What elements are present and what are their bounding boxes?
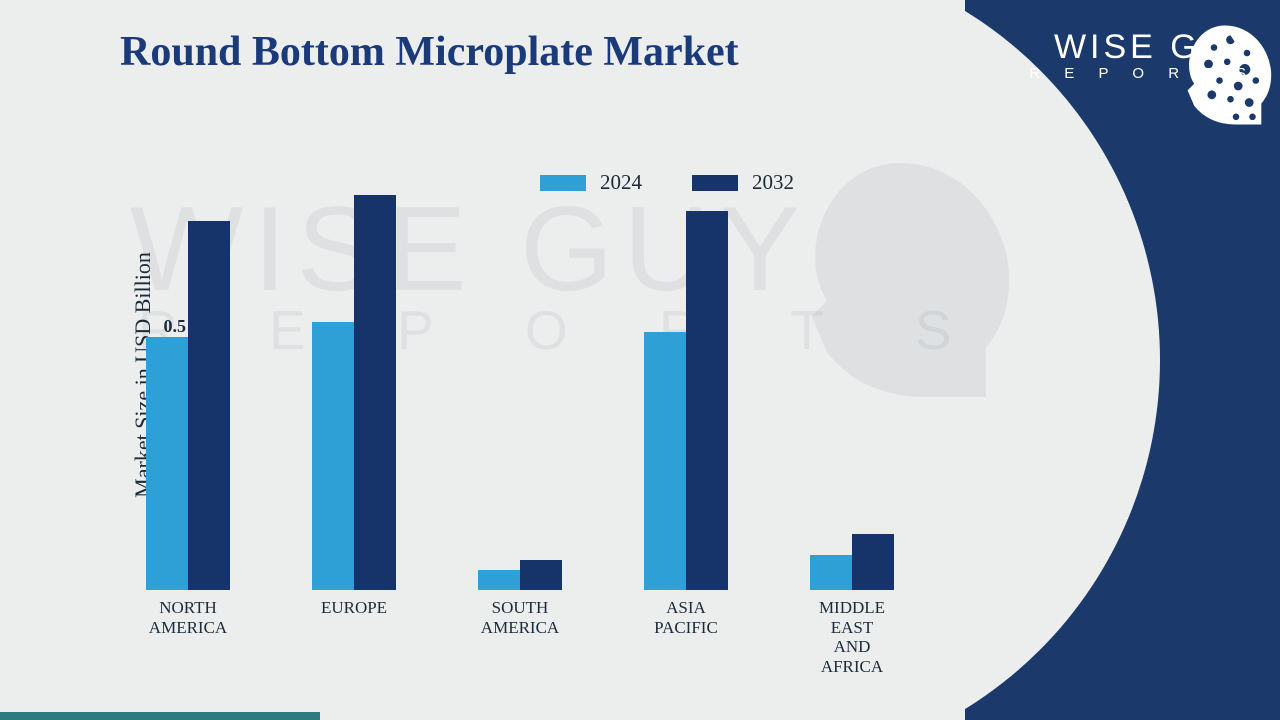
category-label: EUROPE	[289, 598, 419, 618]
category-label: SOUTHAMERICA	[455, 598, 585, 637]
legend-label-2032: 2032	[752, 170, 794, 195]
category-label: ASIAPACIFIC	[621, 598, 751, 637]
category-label: MIDDLEEASTANDAFRICA	[787, 598, 917, 676]
chart-title: Round Bottom Microplate Market	[120, 28, 739, 76]
category-label: NORTHAMERICA	[123, 598, 253, 637]
brand-logo: WISE GUY R E P O R T S	[1029, 28, 1256, 82]
legend-item-2032: 2032	[692, 170, 794, 195]
bar	[644, 332, 686, 590]
bottom-accent-bar	[0, 712, 320, 720]
bar	[146, 337, 188, 590]
chart-area: Market Size in USD Billion 0.5NORTHAMERI…	[80, 160, 940, 590]
bar	[520, 560, 562, 590]
bar	[852, 534, 894, 590]
y-tick-label: 0.5	[126, 316, 186, 337]
brand-line1: WISE GUY	[1029, 28, 1256, 67]
bar	[312, 322, 354, 590]
bar	[686, 211, 728, 590]
legend: 2024 2032	[540, 170, 794, 195]
bar	[354, 195, 396, 590]
infographic-stage: WISE GUY R E P O R T S WISE GUY R E P O …	[0, 0, 1280, 720]
legend-item-2024: 2024	[540, 170, 642, 195]
plot: 0.5NORTHAMERICAEUROPESOUTHAMERICAASIAPAC…	[130, 160, 940, 590]
legend-swatch-2024	[540, 175, 586, 191]
brand-line2: R E P O R T S	[1029, 65, 1256, 82]
bar	[188, 221, 230, 590]
bar	[478, 570, 520, 590]
legend-label-2024: 2024	[600, 170, 642, 195]
legend-swatch-2032	[692, 175, 738, 191]
bar	[810, 555, 852, 590]
